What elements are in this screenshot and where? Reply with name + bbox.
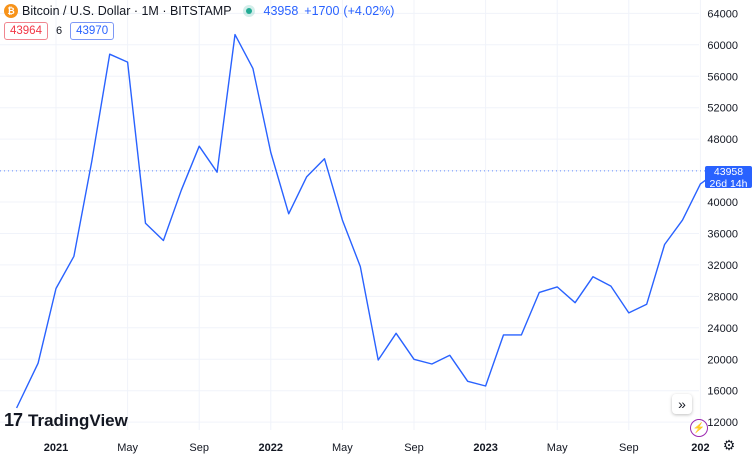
- bolt-icon[interactable]: ⚡: [690, 419, 708, 437]
- y-tick-label: 52000: [707, 103, 738, 115]
- tradingview-mark-icon: 17: [4, 410, 23, 430]
- y-tick-label: 60000: [707, 40, 738, 52]
- last-price-value: 43958: [713, 166, 744, 178]
- x-tick-label: Sep: [404, 442, 424, 454]
- grid: [0, 0, 701, 430]
- x-tick-label: 2021: [44, 442, 68, 454]
- sell-price-button[interactable]: 43964: [4, 22, 48, 40]
- y-tick-label: 24000: [707, 323, 738, 335]
- y-tick-label: 48000: [707, 134, 738, 146]
- scroll-to-realtime-button[interactable]: »: [672, 394, 692, 414]
- bar-countdown: 26d 14h: [709, 177, 748, 190]
- y-tick-label: 20000: [707, 354, 738, 366]
- y-tick-label: 16000: [707, 386, 738, 398]
- chart-legend: ₿ Bitcoin / U.S. Dollar · 1M · BITSTAMP …: [4, 2, 394, 20]
- y-tick-label: 40000: [707, 197, 738, 209]
- y-axis: 12000 16000 20000 24000 28000 32000 36000 40000…: [707, 8, 738, 429]
- y-tick-label: 32000: [707, 260, 738, 272]
- legend-change-percent: (+4.02%): [343, 4, 395, 18]
- y-tick-label: 36000: [707, 228, 738, 240]
- bid-ask-row: 43964 6 43970: [4, 22, 115, 40]
- y-tick-label: 56000: [707, 71, 738, 83]
- market-open-icon: [245, 8, 252, 14]
- tradingview-wordmark: TradingView: [28, 410, 128, 430]
- x-tick-label: May: [547, 442, 568, 454]
- price-series-line: [15, 33, 719, 409]
- x-tick-label: 2022: [259, 442, 283, 454]
- bitcoin-icon: ₿: [4, 4, 18, 18]
- last-price-label: 43958 26d 14h: [705, 166, 752, 190]
- symbol-title: Bitcoin / U.S. Dollar · 1M · BITSTAMP: [22, 4, 232, 18]
- y-tick-label: 28000: [707, 291, 738, 303]
- x-tick-label: 2023: [473, 442, 497, 454]
- y-tick-label: 64000: [707, 8, 738, 20]
- x-tick-label: Sep: [189, 442, 209, 454]
- legend-change: +1700: [304, 4, 340, 18]
- x-tick-label: 202: [691, 442, 709, 454]
- buy-price-button[interactable]: 43970: [70, 22, 115, 40]
- y-tick-label: 12000: [707, 417, 738, 429]
- legend-price: 43958: [263, 4, 299, 18]
- x-axis: 2021 May Sep 2022 May Sep 2023 May Sep 202: [44, 442, 710, 454]
- x-tick-label: May: [117, 442, 138, 454]
- settings-gear-icon[interactable]: ⚙: [722, 436, 736, 453]
- spread-value: 6: [55, 25, 63, 37]
- x-tick-label: May: [332, 442, 353, 454]
- tradingview-logo[interactable]: 17 TradingView: [4, 410, 128, 431]
- x-tick-label: Sep: [619, 442, 639, 454]
